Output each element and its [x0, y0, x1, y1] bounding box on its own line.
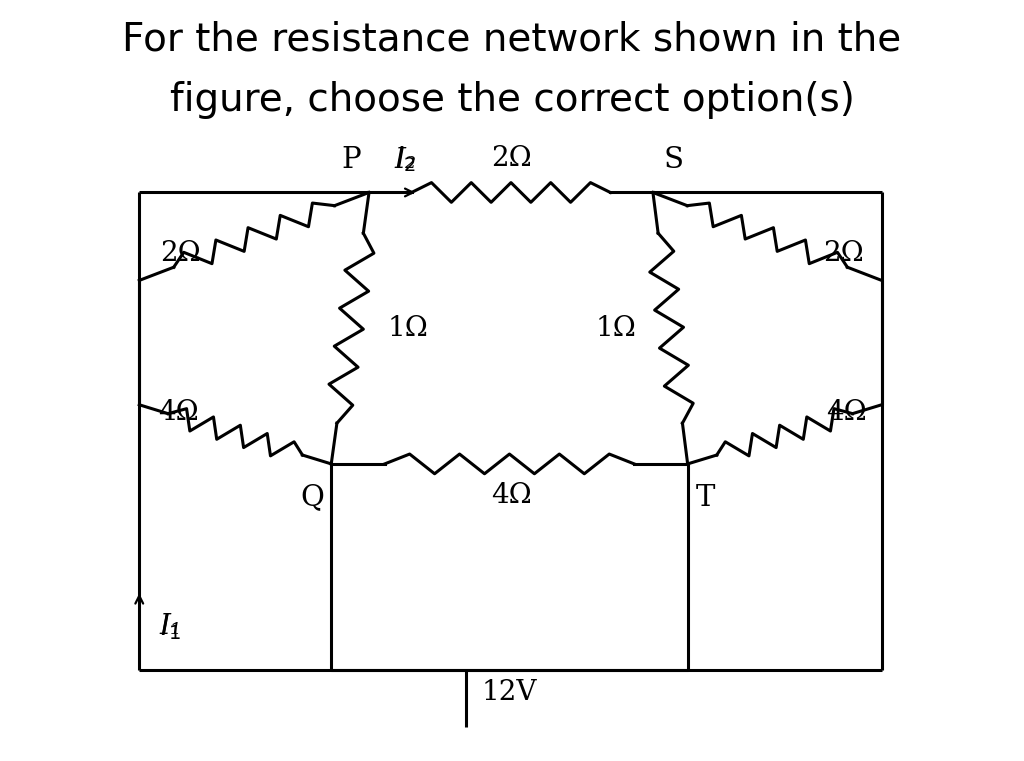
Text: 2Ω: 2Ω [823, 240, 864, 266]
Text: figure, choose the correct option(s): figure, choose the correct option(s) [170, 81, 854, 119]
Text: 4Ω: 4Ω [826, 399, 867, 426]
Text: Q: Q [300, 484, 324, 511]
Text: 12V: 12V [481, 680, 537, 706]
Text: P: P [341, 146, 360, 174]
Text: I₂: I₂ [394, 147, 417, 174]
Text: 1Ω: 1Ω [387, 315, 428, 342]
Text: For the resistance network shown in the: For the resistance network shown in the [123, 21, 901, 59]
Text: $I_2$: $I_2$ [394, 144, 415, 174]
Text: S: S [664, 146, 683, 174]
Text: 2Ω: 2Ω [160, 240, 201, 266]
Text: 4Ω: 4Ω [158, 399, 199, 426]
Text: I₁: I₁ [160, 613, 182, 641]
Text: 2Ω: 2Ω [490, 145, 531, 172]
Text: 4Ω: 4Ω [490, 482, 531, 509]
Text: T: T [696, 484, 715, 511]
Text: 1Ω: 1Ω [596, 315, 637, 342]
Text: $I_1$: $I_1$ [160, 612, 180, 642]
